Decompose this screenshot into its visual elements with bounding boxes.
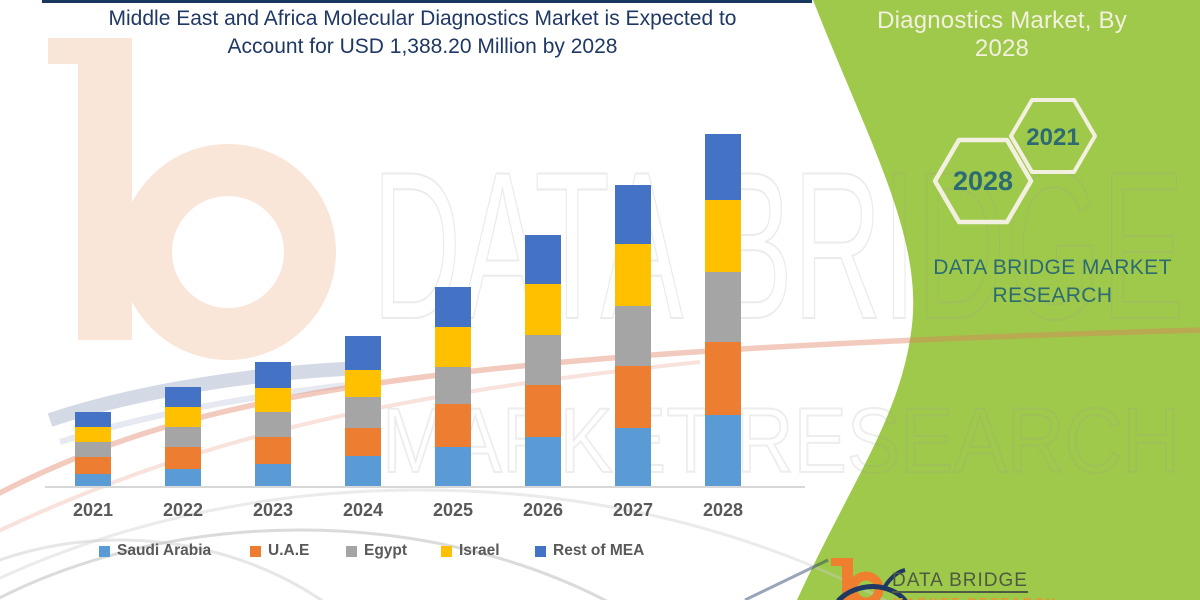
bar-segment-2023-rest-of-mea bbox=[255, 361, 291, 388]
bar-segment-2022-rest-of-mea bbox=[165, 386, 201, 407]
x-axis-label-2026: 2026 bbox=[522, 500, 564, 520]
panel-brand-line1: DATA BRIDGE MARKET bbox=[933, 256, 1172, 279]
bar-segment-2021-rest-of-mea bbox=[75, 411, 111, 427]
chart-title: Middle East and Africa Molecular Diagnos… bbox=[0, 5, 845, 61]
bar-segment-2027-egypt bbox=[615, 306, 651, 367]
bar-segment-2023-egypt bbox=[255, 411, 291, 437]
bar-segment-2023-israel bbox=[255, 387, 291, 412]
green-panel bbox=[797, 0, 1200, 600]
bar-segment-2026-israel bbox=[525, 284, 561, 336]
x-axis-label-2028: 2028 bbox=[702, 500, 744, 520]
x-axis-label-2023: 2023 bbox=[252, 500, 294, 520]
legend-item-saudi-arabia: Saudi Arabia bbox=[99, 542, 212, 559]
panel-brand-text: DATA BRIDGE MARKET RESEARCH bbox=[930, 254, 1175, 310]
legend-label: U.A.E bbox=[268, 542, 310, 559]
legend-swatch bbox=[250, 545, 261, 557]
x-axis-line bbox=[45, 486, 805, 488]
bar-segment-2025-saudi-arabia bbox=[435, 447, 471, 487]
legend-item-israel: Israel bbox=[441, 542, 500, 559]
bar-segment-2024-u-a-e bbox=[345, 427, 381, 456]
legend-swatch bbox=[441, 545, 452, 557]
bar-segment-2024-saudi-arabia bbox=[345, 455, 381, 487]
bar-segment-2028-saudi-arabia bbox=[705, 414, 741, 487]
bar-segment-2021-saudi-arabia bbox=[75, 474, 111, 487]
bar-segment-2026-egypt bbox=[525, 335, 561, 386]
x-axis-label-2027: 2027 bbox=[612, 500, 654, 520]
bar-segment-2028-egypt bbox=[705, 271, 741, 343]
x-axis-label-2024: 2024 bbox=[342, 500, 384, 520]
logo-subtitle: MARKET RESEARCH bbox=[893, 596, 1058, 600]
panel-brand-line2: RESEARCH bbox=[992, 284, 1113, 307]
hexagon-2021-label: 2021 bbox=[1026, 124, 1079, 151]
hexagon-2028: 2028 bbox=[932, 137, 1034, 225]
bar-segment-2026-rest-of-mea bbox=[525, 235, 561, 285]
bar-segment-2027-u-a-e bbox=[615, 366, 651, 428]
bar-segment-2022-israel bbox=[165, 406, 201, 428]
bar-segment-2023-saudi-arabia bbox=[255, 463, 291, 487]
legend: Saudi Arabia U.A.E Egypt Israel Rest of MEA bbox=[99, 542, 645, 559]
bar-segment-2028-rest-of-mea bbox=[705, 134, 741, 201]
legend-label: Israel bbox=[459, 542, 500, 559]
legend-label: Saudi Arabia bbox=[117, 542, 212, 559]
bar-segment-2025-rest-of-mea bbox=[435, 287, 471, 328]
bar-segment-2024-egypt bbox=[345, 396, 381, 428]
watermark-text-line2: MARKET RESEARCH bbox=[382, 390, 1180, 492]
bar-segment-2026-u-a-e bbox=[525, 385, 561, 437]
bar-segment-2027-israel bbox=[615, 244, 651, 307]
bar-segment-2023-u-a-e bbox=[255, 436, 291, 464]
bar-segment-2021-egypt bbox=[75, 441, 111, 457]
bar-segment-2022-egypt bbox=[165, 427, 201, 447]
legend-swatch bbox=[535, 545, 546, 557]
logo-underline bbox=[892, 591, 1028, 593]
x-axis-label-2021: 2021 bbox=[72, 500, 114, 520]
logo-name: DATA BRIDGE bbox=[892, 570, 1028, 591]
bar-segment-2021-u-a-e bbox=[75, 456, 111, 475]
x-axis-label-2025: 2025 bbox=[432, 500, 474, 520]
legend-item-u-a-e: U.A.E bbox=[250, 542, 310, 559]
bar-segment-2025-israel bbox=[435, 327, 471, 368]
bar-segment-2025-u-a-e bbox=[435, 403, 471, 448]
bar-segment-2025-egypt bbox=[435, 367, 471, 404]
legend-item-rest-of-mea: Rest of MEA bbox=[535, 542, 645, 559]
legend-label: Rest of MEA bbox=[553, 542, 645, 559]
bar-segment-2022-saudi-arabia bbox=[165, 468, 201, 487]
top-border-line bbox=[42, 0, 812, 3]
bar-segment-2024-israel bbox=[345, 370, 381, 397]
bar-segment-2026-saudi-arabia bbox=[525, 436, 561, 487]
chart-title-line2: Account for USD 1,388.20 Million by 2028 bbox=[227, 35, 618, 58]
bar-segment-2027-saudi-arabia bbox=[615, 427, 651, 487]
hexagon-2021: 2021 bbox=[1009, 98, 1097, 174]
databridge-logo-icon bbox=[831, 558, 908, 600]
legend-item-egypt: Egypt bbox=[346, 542, 408, 559]
edge-artifact-line bbox=[744, 558, 829, 600]
x-axis-label-2022: 2022 bbox=[162, 500, 204, 520]
chart-title-line1: Middle East and Africa Molecular Diagnos… bbox=[108, 7, 737, 30]
legend-swatch bbox=[99, 545, 110, 557]
legend-swatch bbox=[346, 545, 357, 557]
watermark-ellipse-arcs bbox=[0, 488, 888, 600]
bar-segment-2024-rest-of-mea bbox=[345, 335, 381, 371]
panel-header: Diagnostics Market, By 2028 bbox=[877, 7, 1127, 62]
bar-segment-2027-rest-of-mea bbox=[615, 185, 651, 245]
hexagon-2028-label: 2028 bbox=[953, 166, 1013, 196]
bar-segment-2022-u-a-e bbox=[165, 446, 201, 469]
bar-segment-2028-israel bbox=[705, 200, 741, 272]
legend-label: Egypt bbox=[364, 542, 408, 559]
watermark-text-line1: DATA BRIDGE bbox=[372, 128, 1184, 363]
bar-segment-2028-u-a-e bbox=[705, 342, 741, 415]
bar-segment-2021-israel bbox=[75, 426, 111, 442]
